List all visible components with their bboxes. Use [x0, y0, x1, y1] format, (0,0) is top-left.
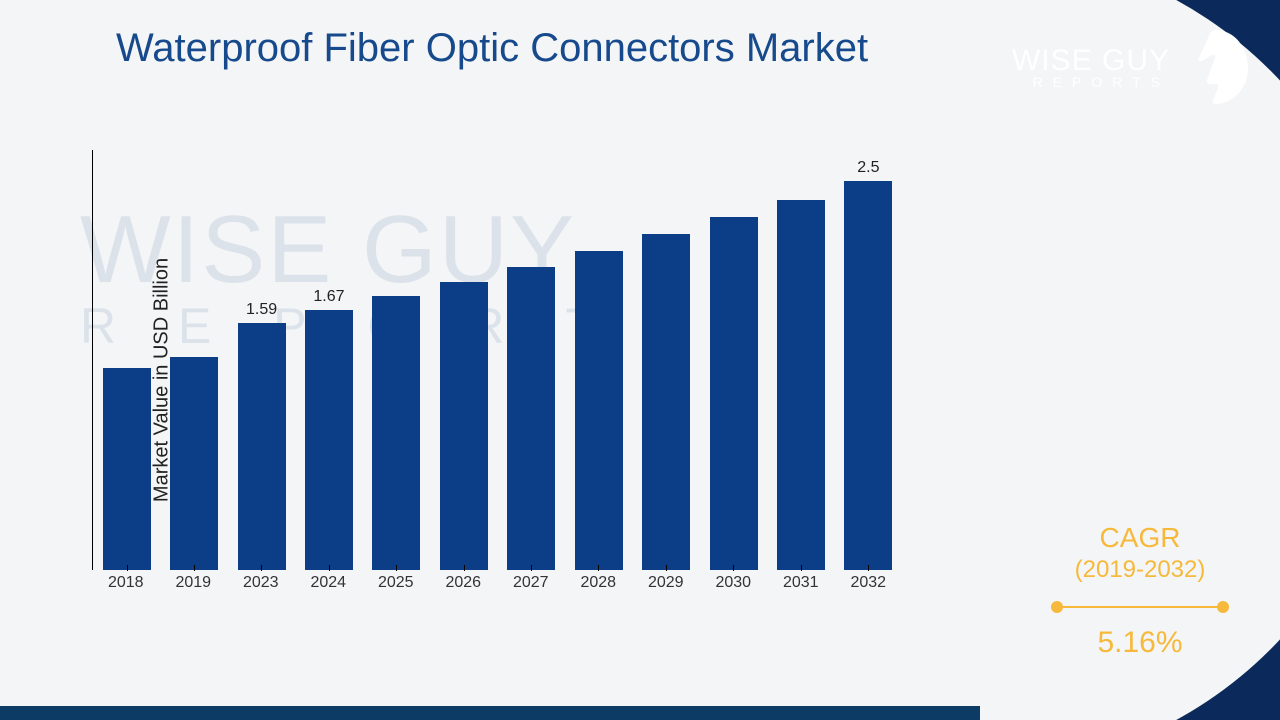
cagr-value: 5.16%	[1000, 626, 1280, 660]
bar-rect	[170, 357, 218, 570]
bar-chart: Market Value in USD Billion 1.591.672.5 …	[92, 150, 902, 610]
x-tick	[801, 565, 802, 571]
x-axis-label: 2032	[835, 574, 903, 592]
x-tick	[329, 565, 330, 571]
x-axis-label: 2031	[767, 574, 835, 592]
chart-x-labels: 2018201920232024202520262027202820292030…	[92, 574, 902, 592]
x-tick	[464, 565, 465, 571]
x-tick	[598, 565, 599, 571]
chart-title: Waterproof Fiber Optic Connectors Market	[116, 26, 868, 71]
x-axis-label: 2019	[160, 574, 228, 592]
x-tick	[733, 565, 734, 571]
chart-bar	[700, 150, 767, 570]
chart-bar	[632, 150, 699, 570]
chart-bar	[565, 150, 632, 570]
brand-logo-sub: REPORTS	[1012, 74, 1170, 90]
bar-value-label: 1.59	[246, 301, 277, 319]
bar-rect	[575, 251, 623, 570]
chart-bar	[363, 150, 430, 570]
chart-bars-container: 1.59 1.67 2.5	[93, 150, 902, 570]
chart-bar	[498, 150, 565, 570]
chart-bar	[767, 150, 834, 570]
bar-value-label: 1.67	[313, 288, 344, 306]
chart-bar: 2.5	[835, 150, 902, 570]
x-tick	[127, 565, 128, 571]
chart-bar: 1.59	[228, 150, 295, 570]
brand-logo-text: WISE GUY REPORTS	[1012, 44, 1170, 90]
x-axis-label: 2024	[295, 574, 363, 592]
bar-rect	[103, 368, 151, 570]
x-axis-label: 2025	[362, 574, 430, 592]
chart-bar: 1.67	[295, 150, 362, 570]
x-axis-label: 2028	[565, 574, 633, 592]
brand-logo: WISE GUY REPORTS	[1012, 28, 1250, 106]
x-axis-label: 2026	[430, 574, 498, 592]
x-axis-label: 2018	[92, 574, 160, 592]
chart-bar	[160, 150, 227, 570]
cagr-range: (2019-2032)	[1000, 556, 1280, 584]
bar-rect	[238, 323, 286, 570]
x-tick	[194, 565, 195, 571]
bar-rect	[305, 310, 353, 570]
brand-logo-icon	[1180, 28, 1250, 106]
x-axis-label: 2029	[632, 574, 700, 592]
x-axis-label: 2027	[497, 574, 565, 592]
x-axis-label: 2023	[227, 574, 295, 592]
bar-rect	[777, 200, 825, 570]
chart-bar	[430, 150, 497, 570]
x-tick	[868, 565, 869, 571]
bar-rect	[710, 217, 758, 570]
infographic-stage: WISE GUY REPORTS CAGR (2019-2032)	[0, 0, 1280, 720]
x-axis-label: 2030	[700, 574, 768, 592]
cagr-label: CAGR	[1000, 522, 1280, 554]
bar-rect	[372, 296, 420, 570]
brand-logo-main: WISE GUY	[1012, 44, 1170, 78]
cagr-block: CAGR (2019-2032) 5.16%	[1000, 522, 1280, 660]
bar-rect	[440, 282, 488, 570]
x-tick	[396, 565, 397, 571]
x-tick	[261, 565, 262, 571]
chart-plot-area: 1.59 1.67 2.5	[92, 150, 902, 570]
bar-rect	[507, 267, 555, 570]
x-tick	[531, 565, 532, 571]
bottom-strip	[0, 706, 980, 720]
x-tick	[666, 565, 667, 571]
bar-value-label: 2.5	[857, 159, 879, 177]
bar-rect	[642, 234, 690, 570]
cagr-separator	[1050, 606, 1230, 608]
chart-bar	[93, 150, 160, 570]
bar-rect	[844, 181, 892, 570]
